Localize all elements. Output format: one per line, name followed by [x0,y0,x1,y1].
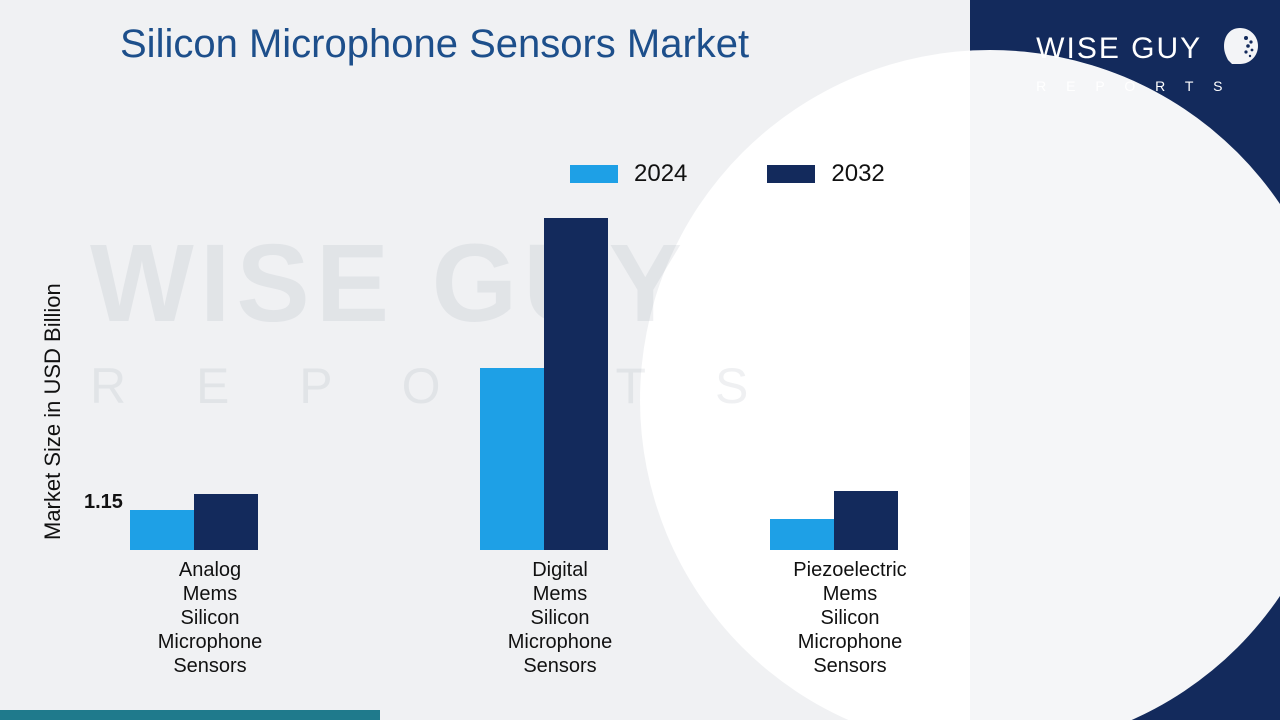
head-dots-icon [1218,24,1262,76]
legend-swatch-2024 [570,165,618,183]
teal-bottom-strip [0,710,380,720]
brand-line2: R E P O R T S [1036,78,1262,94]
legend-label-2024: 2024 [634,160,687,188]
legend-label-2032: 2032 [831,160,884,188]
bar [770,519,834,551]
y-axis-label: Market Size in USD Billion [40,283,66,540]
legend-swatch-2032 [767,165,815,183]
category-label: DigitalMemsSiliconMicrophoneSensors [470,558,650,678]
chart-title: Silicon Microphone Sensors Market [120,22,749,67]
legend: 2024 2032 [570,160,885,188]
legend-item-2032: 2032 [767,160,884,188]
category-label: PiezoelectricMemsSiliconMicrophoneSensor… [760,558,940,678]
brand-line1: WISE GUY [1036,32,1201,65]
legend-item-2024: 2024 [570,160,687,188]
brand-logo: WISE GUY R E P O R T S [1036,24,1262,94]
bar-chart: 1.15 [110,200,930,550]
bar [834,491,898,551]
bar-value-label: 1.15 [84,491,123,514]
bar [480,368,544,550]
bar [130,510,194,550]
category-label: AnalogMemsSiliconMicrophoneSensors [120,558,300,678]
bar [544,218,608,551]
bar [194,494,258,550]
